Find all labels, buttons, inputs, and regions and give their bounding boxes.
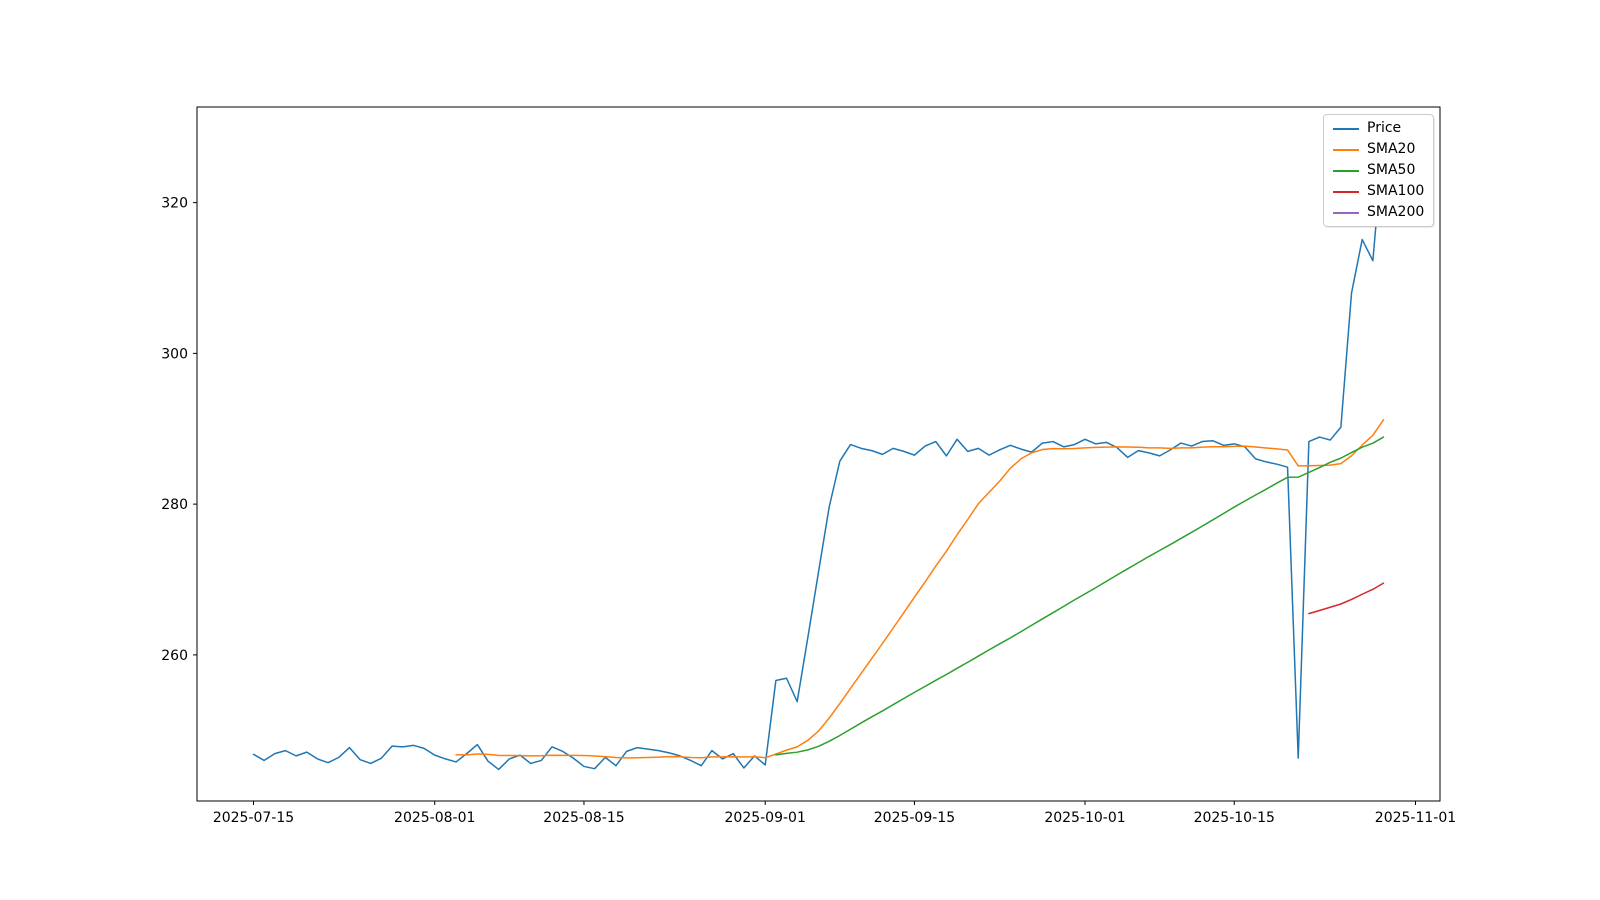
sma20-line <box>455 419 1385 759</box>
sma100-line <box>1308 582 1385 615</box>
sma20-line-sample-icon <box>1333 148 1359 151</box>
legend-label-sma50: SMA50 <box>1367 162 1416 178</box>
y-tick-label: 320 <box>161 196 188 212</box>
x-tick-label: 2025-11-01 <box>1375 810 1456 826</box>
x-tick-label: 2025-09-01 <box>725 810 806 826</box>
x-tick-label: 2025-09-15 <box>874 810 955 826</box>
y-tick-label: 260 <box>161 648 188 664</box>
price-line <box>252 137 1385 771</box>
sma50-line-sample-icon <box>1333 169 1359 172</box>
legend-entry-sma20: SMA20 <box>1333 142 1424 157</box>
sma50-line <box>775 436 1385 756</box>
sma200-line-sample-icon <box>1333 211 1359 214</box>
price-line-sample-icon <box>1333 127 1359 130</box>
x-tick-label: 2025-07-15 <box>213 810 294 826</box>
legend: Price SMA20 SMA50 SMA100 SMA200 <box>1323 114 1435 227</box>
legend-label-price: Price <box>1367 120 1402 136</box>
x-tick-label: 2025-08-15 <box>543 810 624 826</box>
legend-label-sma100: SMA100 <box>1367 183 1425 199</box>
y-tick-label: 280 <box>161 497 188 513</box>
sma100-line-sample-icon <box>1333 190 1359 193</box>
legend-entry-sma200: SMA200 <box>1333 205 1424 220</box>
x-tick-label: 2025-10-15 <box>1194 810 1275 826</box>
legend-entry-sma100: SMA100 <box>1333 184 1424 199</box>
legend-entry-price: Price <box>1333 121 1424 136</box>
legend-entry-sma50: SMA50 <box>1333 163 1424 178</box>
x-tick-label: 2025-10-01 <box>1044 810 1125 826</box>
axes-spines <box>196 106 1441 802</box>
x-tick-label: 2025-08-01 <box>394 810 475 826</box>
legend-label-sma20: SMA20 <box>1367 141 1416 157</box>
legend-label-sma200: SMA200 <box>1367 204 1425 220</box>
y-tick-label: 300 <box>161 346 188 362</box>
